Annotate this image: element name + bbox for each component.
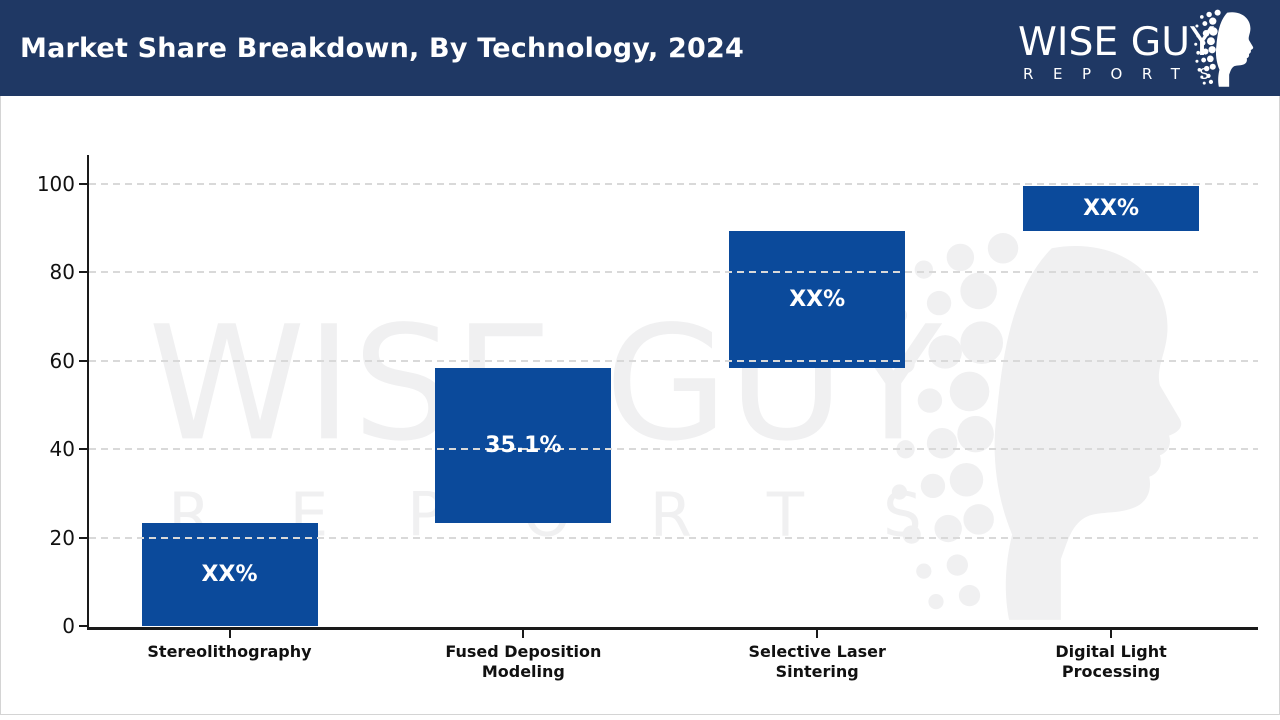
y-tick: [79, 271, 88, 274]
bar-segment: [729, 231, 906, 369]
category-label: Selective Laser Sintering: [748, 642, 886, 681]
category-label: Digital Light Processing: [1055, 642, 1167, 681]
y-tick-label: 100: [36, 172, 75, 196]
bar-segment: [1023, 186, 1200, 232]
x-axis: [87, 627, 1258, 630]
bar-value-label: XX%: [789, 287, 846, 313]
wiseguy-logo: [1018, 9, 1254, 87]
y-tick-label: 80: [49, 260, 75, 285]
y-tick: [79, 359, 88, 362]
x-tick: [816, 630, 819, 638]
gridline: [89, 536, 1258, 539]
y-tick-label: 60: [49, 348, 75, 373]
bar-segment: [141, 523, 318, 626]
y-tick: [79, 183, 88, 185]
category-label: Fused Deposition Modeling: [445, 642, 602, 681]
bar-value-label: XX%: [201, 562, 258, 588]
header: Market Share Breakdown, By Technology, 2…: [0, 0, 1280, 96]
y-tick: [79, 625, 88, 627]
gridline: [89, 271, 1258, 274]
y-tick: [79, 536, 88, 539]
y-tick: [79, 448, 88, 451]
y-tick-label: 0: [62, 614, 75, 638]
chart-canvas-frame: [0, 96, 1280, 715]
y-tick-label: 20: [49, 525, 75, 550]
category-label: Stereolithography: [147, 642, 312, 661]
gridline: [89, 183, 1258, 185]
bar-value-label: 35.1%: [485, 433, 562, 459]
page-title: Market Share Breakdown, By Technology, 2…: [20, 32, 745, 64]
x-tick: [522, 630, 525, 638]
gridline: [89, 448, 1258, 451]
bar-value-label: XX%: [1083, 196, 1140, 222]
y-tick-label: 40: [49, 437, 75, 462]
y-axis: [87, 155, 89, 630]
logo-wordmark-use: [1018, 20, 1215, 83]
bar-segment: [435, 368, 612, 524]
x-tick: [228, 630, 231, 638]
x-tick: [1110, 630, 1113, 638]
gridline: [89, 359, 1258, 362]
